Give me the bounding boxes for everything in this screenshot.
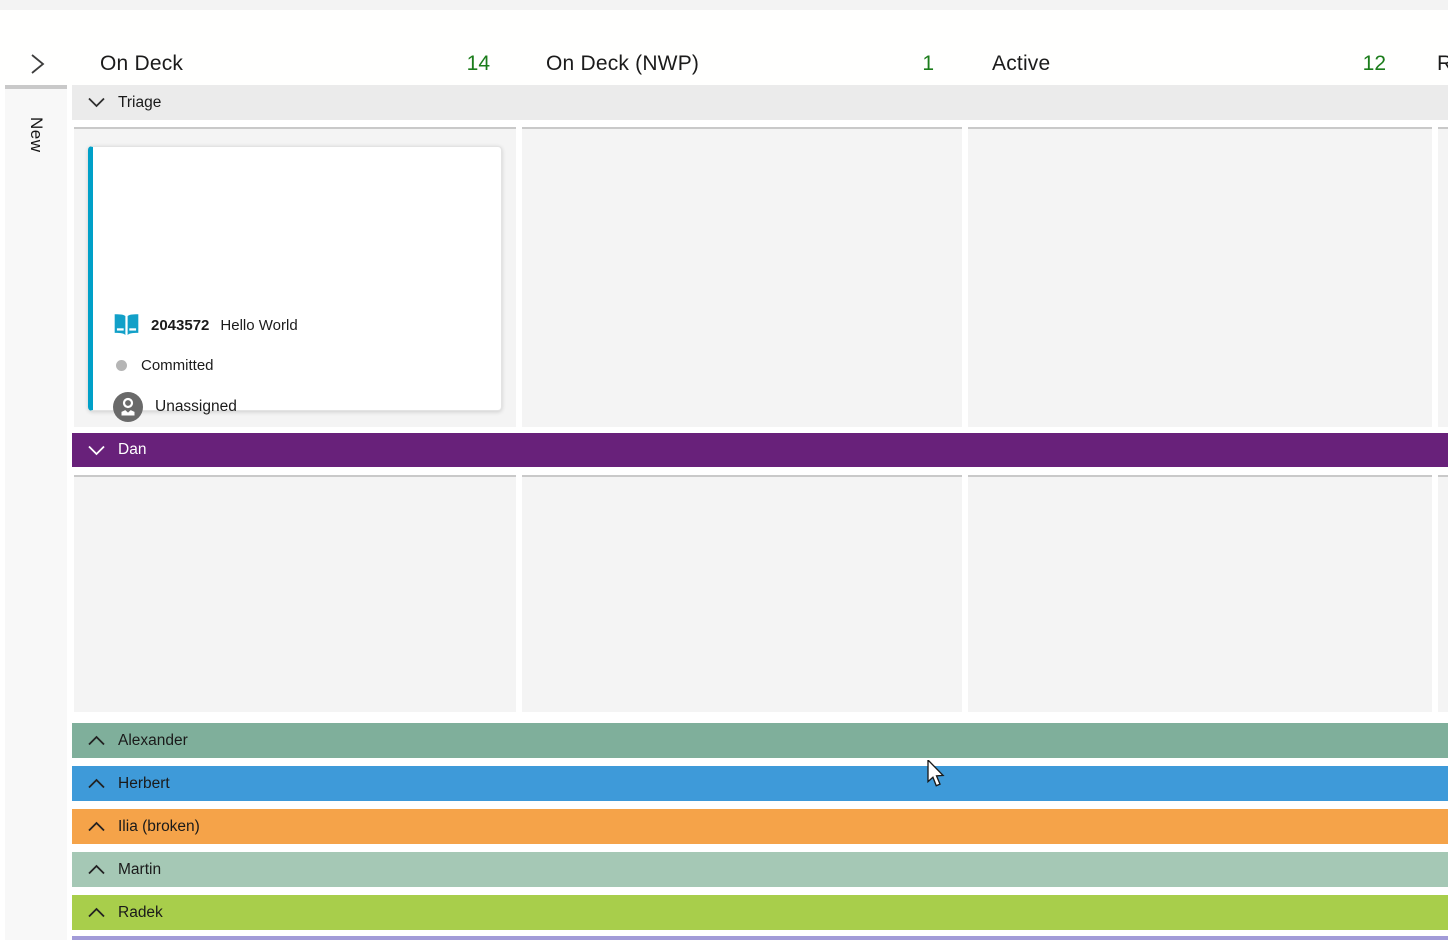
swimlane-label: Martin — [118, 860, 162, 878]
swimlane-label: Herbert — [118, 774, 170, 792]
column-title-on-deck-nwp: On Deck (NWP) — [546, 52, 700, 75]
well-dan-on-deck — [74, 475, 516, 712]
well-triage-resolved-partial — [1438, 127, 1448, 427]
swimlane-header-triage[interactable]: Triage — [72, 85, 1448, 120]
swimlane-header-ilia[interactable]: Ilia (broken) — [72, 809, 1448, 844]
swimlane-header-alexander[interactable]: Alexander — [72, 723, 1448, 758]
column-count-on-deck-nwp: 1 — [922, 52, 934, 75]
column-title-resolved-partial: Resolved — [1437, 52, 1448, 75]
chevron-up-icon — [88, 821, 105, 832]
column-title-active: Active — [992, 52, 1051, 75]
column-header-band: On Deck 14 On Deck (NWP) 1 Active 12 Res… — [0, 10, 1448, 88]
swimlane-header-martin[interactable]: Martin — [72, 852, 1448, 887]
work-item-state: Committed — [141, 357, 214, 374]
well-dan-active — [968, 475, 1432, 712]
chevron-up-icon — [88, 907, 105, 918]
chevron-down-icon — [88, 97, 105, 108]
chevron-down-icon — [88, 445, 105, 456]
column-count-on-deck: 14 — [466, 52, 490, 75]
well-triage-active — [968, 127, 1432, 427]
swimlane-label: Dan — [118, 441, 147, 458]
chevron-up-icon — [88, 735, 105, 746]
well-dan-on-deck-nwp — [522, 475, 962, 712]
state-dot-icon — [116, 360, 127, 371]
swimlane-header-herbert[interactable]: Herbert — [72, 766, 1448, 801]
top-toolbar-edge — [0, 0, 1448, 10]
swimlane-label: Ilia (broken) — [118, 817, 200, 835]
collapsed-column-new[interactable]: New — [5, 85, 67, 940]
collapsed-column-label: New — [27, 117, 46, 153]
work-item-id[interactable]: 2043572 — [151, 317, 210, 334]
swimlane-label: Triage — [118, 93, 162, 111]
chevron-up-icon — [88, 778, 105, 789]
expand-column-button[interactable] — [24, 52, 50, 78]
well-dan-resolved-partial — [1438, 475, 1448, 712]
chevron-right-icon — [31, 54, 45, 74]
work-item-card[interactable]: 2043572 Hello World Committed Unassigned… — [88, 146, 502, 533]
work-item-title[interactable]: Hello World — [220, 317, 298, 334]
swimlane-header-radek[interactable]: Radek — [72, 895, 1448, 930]
swimlane-header-partial[interactable] — [72, 936, 1448, 940]
user-story-book-icon — [114, 314, 139, 336]
column-count-active: 12 — [1362, 52, 1386, 75]
unassigned-avatar-icon — [113, 392, 143, 422]
chevron-up-icon — [88, 864, 105, 875]
swimlane-label: Radek — [118, 903, 163, 921]
swimlane-header-dan[interactable]: Dan — [72, 433, 1448, 467]
column-title-on-deck: On Deck — [100, 52, 184, 75]
work-item-assignee[interactable]: Unassigned — [155, 398, 237, 415]
swimlane-label: Alexander — [118, 731, 188, 749]
well-triage-on-deck-nwp — [522, 127, 962, 427]
